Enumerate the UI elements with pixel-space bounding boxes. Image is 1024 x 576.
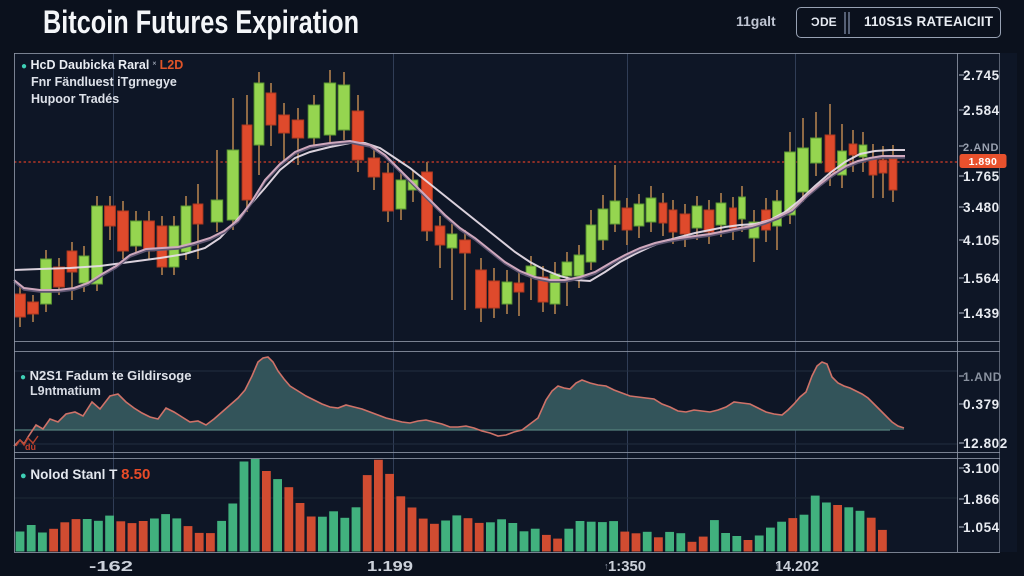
svg-text:1.199: 1.199 — [367, 559, 413, 575]
svg-text:14.202: 14.202 — [775, 559, 819, 575]
svg-text:0.379: 0.379 — [963, 397, 1000, 412]
svg-text:1:350: 1:350 — [608, 559, 646, 575]
svg-text:1.054: 1.054 — [963, 520, 1000, 535]
svg-text:3.480: 3.480 — [963, 200, 1000, 215]
svg-text:1.890: 1.890 — [969, 156, 998, 168]
svg-text:1.439: 1.439 — [963, 306, 1000, 321]
svg-text:2.AND: 2.AND — [963, 142, 999, 154]
svg-text:dù: dù — [25, 442, 36, 452]
svg-text:1.866: 1.866 — [963, 492, 1000, 507]
svg-text:1.765: 1.765 — [963, 169, 1000, 184]
svg-text:2.584: 2.584 — [963, 103, 1000, 118]
svg-text:4.105: 4.105 — [963, 233, 1000, 248]
svg-text:1.AND: 1.AND — [963, 370, 1002, 384]
svg-text:1.564: 1.564 — [963, 271, 1000, 286]
svg-text:2.745: 2.745 — [963, 68, 1000, 83]
svg-text:↑: ↑ — [604, 561, 609, 571]
svg-text:-162: -162 — [89, 559, 133, 575]
svg-text:12.802: 12.802 — [963, 436, 1008, 451]
svg-text:↑: ↑ — [775, 561, 780, 571]
svg-text:3.100: 3.100 — [963, 461, 1000, 476]
